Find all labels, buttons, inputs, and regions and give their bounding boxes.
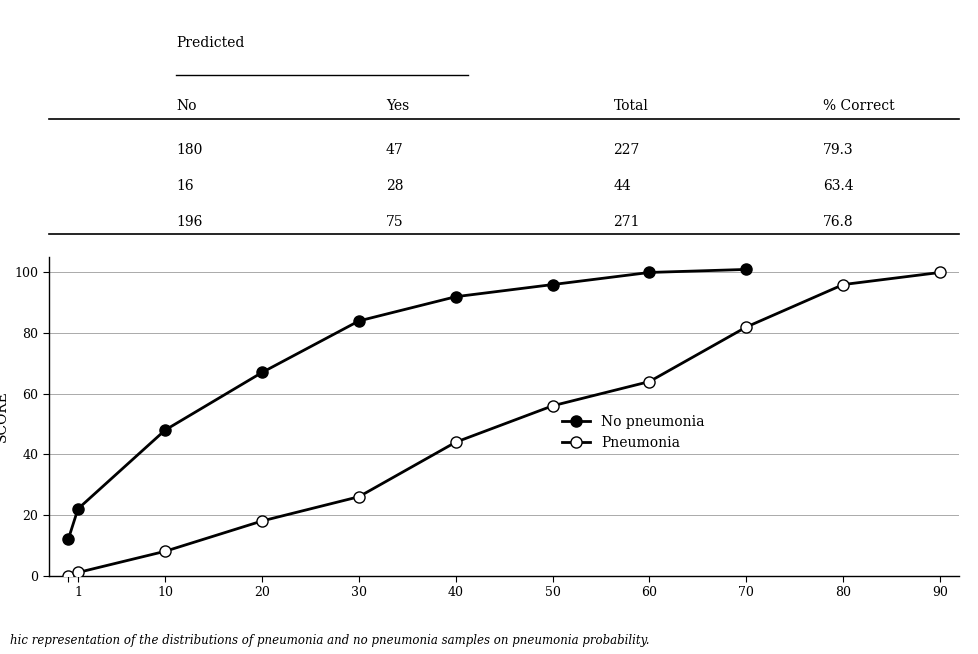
Text: No: No <box>176 99 197 113</box>
Text: 271: 271 <box>613 215 640 228</box>
Pneumonia <box>63 572 74 579</box>
No pneumonia <box>643 269 654 277</box>
Pneumonia <box>739 323 751 331</box>
Pneumonia <box>353 493 365 501</box>
No pneumonia <box>256 369 268 377</box>
Pneumonia <box>546 402 557 409</box>
Line: No pneumonia: No pneumonia <box>63 264 751 545</box>
Pneumonia <box>159 547 171 555</box>
Y-axis label: SCORE: SCORE <box>0 390 9 442</box>
Text: % Correct: % Correct <box>822 99 894 113</box>
Text: 75: 75 <box>385 215 403 228</box>
Text: 227: 227 <box>613 143 640 157</box>
Text: hic representation of the distributions of pneumonia and no pneumonia samples on: hic representation of the distributions … <box>10 634 648 647</box>
No pneumonia <box>159 426 171 434</box>
No pneumonia <box>353 317 365 325</box>
Pneumonia <box>72 568 84 576</box>
Text: 79.3: 79.3 <box>822 143 853 157</box>
Pneumonia <box>450 438 462 446</box>
Text: Yes: Yes <box>385 99 409 113</box>
Text: 180: 180 <box>176 143 202 157</box>
Line: Pneumonia: Pneumonia <box>63 267 945 581</box>
No pneumonia <box>63 535 74 543</box>
No pneumonia <box>450 293 462 301</box>
No pneumonia <box>72 505 84 513</box>
Text: 76.8: 76.8 <box>822 215 853 228</box>
Text: 28: 28 <box>385 179 403 193</box>
No pneumonia <box>739 266 751 273</box>
Text: 47: 47 <box>385 143 403 157</box>
Text: Predicted: Predicted <box>176 35 244 50</box>
Text: 44: 44 <box>613 179 631 193</box>
Pneumonia <box>933 269 945 277</box>
Text: Total: Total <box>613 99 647 113</box>
No pneumonia <box>546 281 557 288</box>
Legend: No pneumonia, Pneumonia: No pneumonia, Pneumonia <box>556 409 709 455</box>
Text: 63.4: 63.4 <box>822 179 853 193</box>
Pneumonia <box>256 517 268 525</box>
Text: 196: 196 <box>176 215 202 228</box>
Pneumonia <box>643 377 654 385</box>
Text: 16: 16 <box>176 179 194 193</box>
Pneumonia <box>836 281 848 288</box>
